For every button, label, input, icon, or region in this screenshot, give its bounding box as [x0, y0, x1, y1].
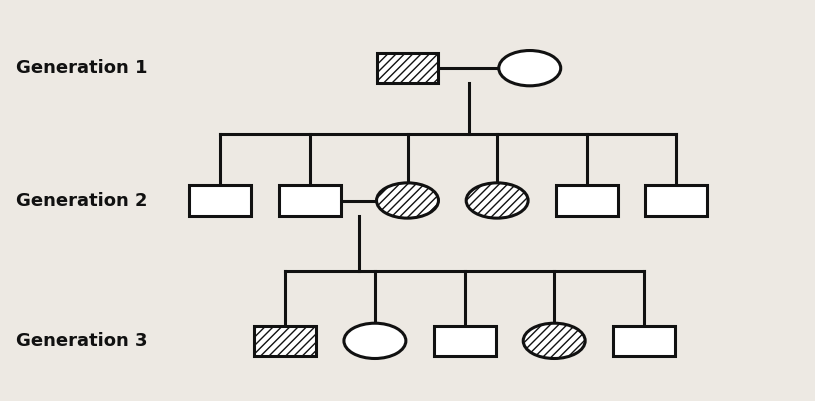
Text: Generation 2: Generation 2	[16, 192, 148, 209]
Text: Generation 3: Generation 3	[16, 332, 148, 350]
Ellipse shape	[523, 323, 585, 358]
Ellipse shape	[344, 323, 406, 358]
Bar	[377, 53, 438, 83]
Bar	[377, 53, 438, 83]
Bar	[254, 326, 316, 356]
Bar	[556, 185, 618, 216]
Bar	[279, 185, 341, 216]
Ellipse shape	[466, 183, 528, 218]
Bar	[189, 185, 251, 216]
Bar	[434, 326, 496, 356]
Ellipse shape	[499, 51, 561, 86]
Ellipse shape	[377, 183, 438, 218]
Bar	[645, 185, 707, 216]
Text: Generation 1: Generation 1	[16, 59, 148, 77]
Bar	[254, 326, 316, 356]
Bar	[613, 326, 675, 356]
